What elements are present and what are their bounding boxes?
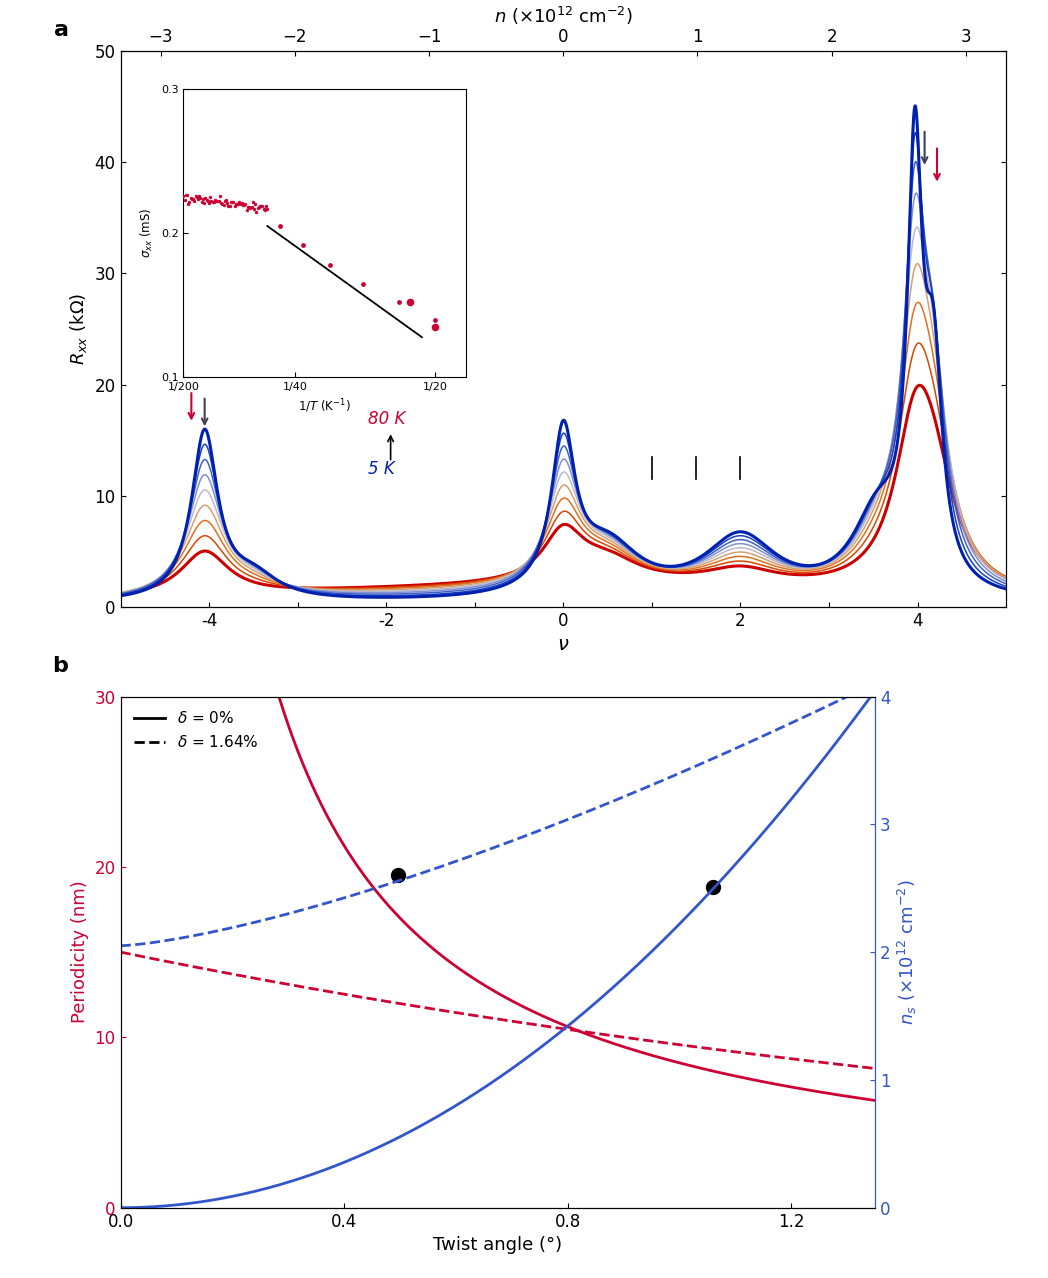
Y-axis label: $R_{xx}$ (k$\Omega$): $R_{xx}$ (k$\Omega$) [68, 293, 89, 366]
Point [189, 187, 205, 207]
Point [233, 194, 249, 215]
Point [188, 187, 204, 207]
Point [204, 192, 221, 212]
Y-axis label: Periodicity (nm): Periodicity (nm) [71, 881, 89, 1024]
Point [176, 190, 193, 211]
Point [427, 317, 443, 337]
Point [220, 196, 237, 216]
Point [244, 192, 261, 212]
Point [231, 192, 247, 212]
Text: a: a [54, 20, 69, 40]
Point [215, 194, 232, 215]
Point [213, 193, 230, 213]
Point [219, 193, 236, 213]
Point [181, 192, 198, 212]
Point [195, 189, 212, 210]
Point [178, 185, 195, 206]
Point [202, 187, 219, 207]
Point [175, 187, 192, 207]
Point [197, 188, 214, 208]
Point [226, 196, 243, 216]
Point [237, 193, 254, 213]
Point [238, 199, 255, 220]
Point [208, 190, 224, 211]
Point [206, 189, 223, 210]
Point [218, 189, 235, 210]
Point [230, 194, 246, 215]
Point [214, 194, 231, 215]
Point [243, 197, 260, 217]
Point [271, 216, 288, 236]
X-axis label: Twist angle (°): Twist angle (°) [433, 1236, 563, 1254]
Point [200, 193, 217, 213]
Point [198, 190, 215, 211]
Point [390, 293, 407, 313]
Point [322, 254, 339, 275]
Point [427, 309, 443, 330]
Point [177, 185, 194, 206]
Point [234, 193, 250, 213]
Point [184, 188, 201, 208]
Point [294, 235, 311, 256]
Point [212, 185, 228, 206]
Point [216, 190, 233, 211]
Point [241, 197, 258, 217]
Point [205, 192, 222, 212]
Point [252, 196, 268, 216]
Point [235, 194, 252, 215]
Point [236, 194, 253, 215]
Point [246, 194, 263, 215]
Point [221, 196, 238, 216]
Point [390, 865, 407, 886]
Point [190, 189, 206, 210]
Point [223, 192, 240, 212]
Point [222, 192, 239, 212]
Point [354, 273, 371, 294]
Y-axis label: $\sigma_{xx}$ (mS): $\sigma_{xx}$ (mS) [139, 208, 155, 258]
Point [196, 193, 213, 213]
Legend: $\delta$ = 0%, $\delta$ = 1.64%: $\delta$ = 0%, $\delta$ = 1.64% [128, 704, 265, 757]
Point [256, 199, 272, 220]
Text: 5 K: 5 K [369, 460, 395, 478]
Point [199, 190, 216, 211]
Point [183, 189, 200, 210]
Point [210, 190, 226, 211]
Text: b: b [52, 656, 68, 676]
Point [245, 199, 262, 220]
Point [401, 293, 418, 313]
Point [227, 193, 244, 213]
Point [193, 192, 210, 212]
Point [704, 877, 721, 897]
Point [203, 192, 220, 212]
Point [242, 198, 259, 219]
Point [258, 196, 275, 216]
Point [249, 198, 266, 219]
Point [182, 188, 199, 208]
Point [250, 197, 267, 217]
Point [259, 199, 276, 220]
Point [185, 190, 202, 211]
Point [180, 193, 197, 213]
Point [253, 196, 269, 216]
Point [211, 190, 227, 211]
Text: 80 K: 80 K [369, 409, 406, 428]
Point [254, 196, 270, 216]
Point [248, 202, 265, 222]
Point [228, 194, 245, 215]
Point [240, 197, 257, 217]
Y-axis label: $n_s$ ($\times$10$^{12}$ cm$^{-2}$): $n_s$ ($\times$10$^{12}$ cm$^{-2}$) [896, 879, 919, 1025]
Point [257, 199, 274, 220]
Point [191, 185, 208, 206]
X-axis label: $n$ ($\times$10$^{12}$ cm$^{-2}$): $n$ ($\times$10$^{12}$ cm$^{-2}$) [494, 5, 633, 27]
X-axis label: $\nu$: $\nu$ [558, 635, 569, 654]
Point [225, 192, 242, 212]
X-axis label: 1/$T$ (K$^{-1}$): 1/$T$ (K$^{-1}$) [299, 397, 351, 415]
Point [192, 188, 209, 208]
